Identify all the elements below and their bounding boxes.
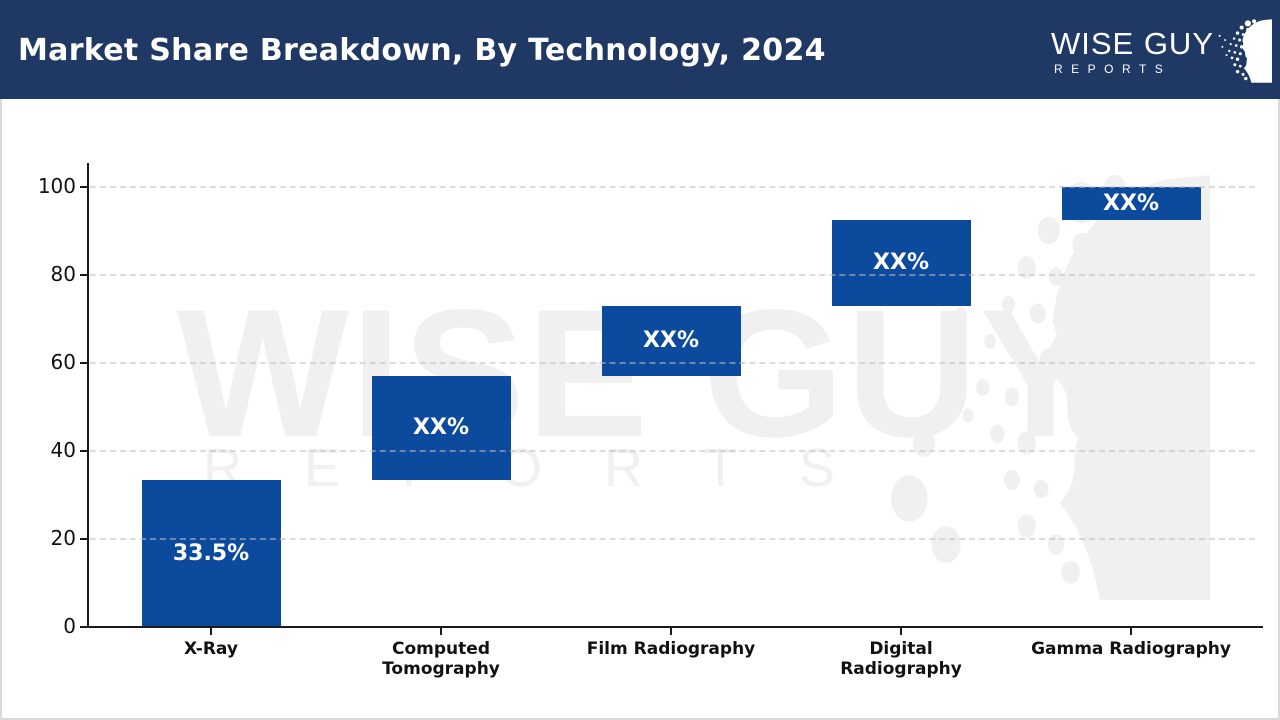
x-tick-mark (670, 628, 672, 635)
x-tick-mark (440, 628, 442, 635)
y-tick-mark (80, 450, 88, 452)
header-bar: Market Share Breakdown, By Technology, 2… (0, 0, 1280, 99)
y-tick-label: 0 (63, 614, 76, 638)
bar-value-label: XX% (1103, 191, 1159, 216)
y-tick-mark (80, 362, 88, 364)
x-tick-label: X-Ray (184, 639, 238, 659)
x-tick-mark (900, 628, 902, 635)
gridline (90, 450, 1255, 452)
bar-segment: XX% (371, 376, 511, 480)
y-axis-line (87, 163, 89, 628)
x-tick-mark (210, 628, 212, 635)
head-profile-dots-icon (1218, 19, 1272, 83)
bar-value-label: XX% (643, 328, 699, 354)
bar-segment: XX% (601, 305, 741, 377)
gridline (90, 186, 1255, 188)
page-title: Market Share Breakdown, By Technology, 2… (18, 33, 826, 68)
gridline (90, 274, 1255, 276)
x-tick-label: Digital Radiography (840, 639, 962, 679)
brand-name: WISE GUY (1050, 25, 1214, 61)
bar-segment: XX% (1061, 187, 1201, 220)
y-tick-mark (80, 626, 88, 628)
bar-value-label: XX% (873, 250, 929, 276)
y-tick-mark (80, 538, 88, 540)
gridline (90, 362, 1255, 364)
y-tick-label: 80 (50, 262, 76, 286)
brand-subname: REPORTS (1053, 61, 1172, 76)
x-tick-label: Film Radiography (586, 639, 756, 659)
x-tick-label: Computed Tomography (382, 639, 500, 679)
y-tick-label: 20 (50, 526, 76, 550)
brand-logo: WISE GUY REPORTS (1051, 10, 1272, 92)
y-tick-mark (80, 186, 88, 188)
bar-segment: XX% (831, 220, 971, 306)
x-axis-line (87, 626, 1263, 628)
bar-value-label: 33.5% (172, 540, 250, 566)
y-tick-label: 40 (50, 438, 76, 462)
bar-segment: 33.5% (141, 479, 281, 627)
gridline (90, 538, 1255, 540)
brand-logo-text: WISE GUY REPORTS (1050, 25, 1214, 76)
x-tick-label: Gamma Radiography (1031, 639, 1231, 659)
watermark-subtext: REPORTS (202, 438, 898, 498)
y-tick-label: 60 (50, 350, 76, 374)
y-tick-mark (80, 274, 88, 276)
y-tick-label: 100 (37, 174, 76, 198)
x-tick-mark (1130, 628, 1132, 635)
bar-value-label: XX% (413, 415, 469, 441)
